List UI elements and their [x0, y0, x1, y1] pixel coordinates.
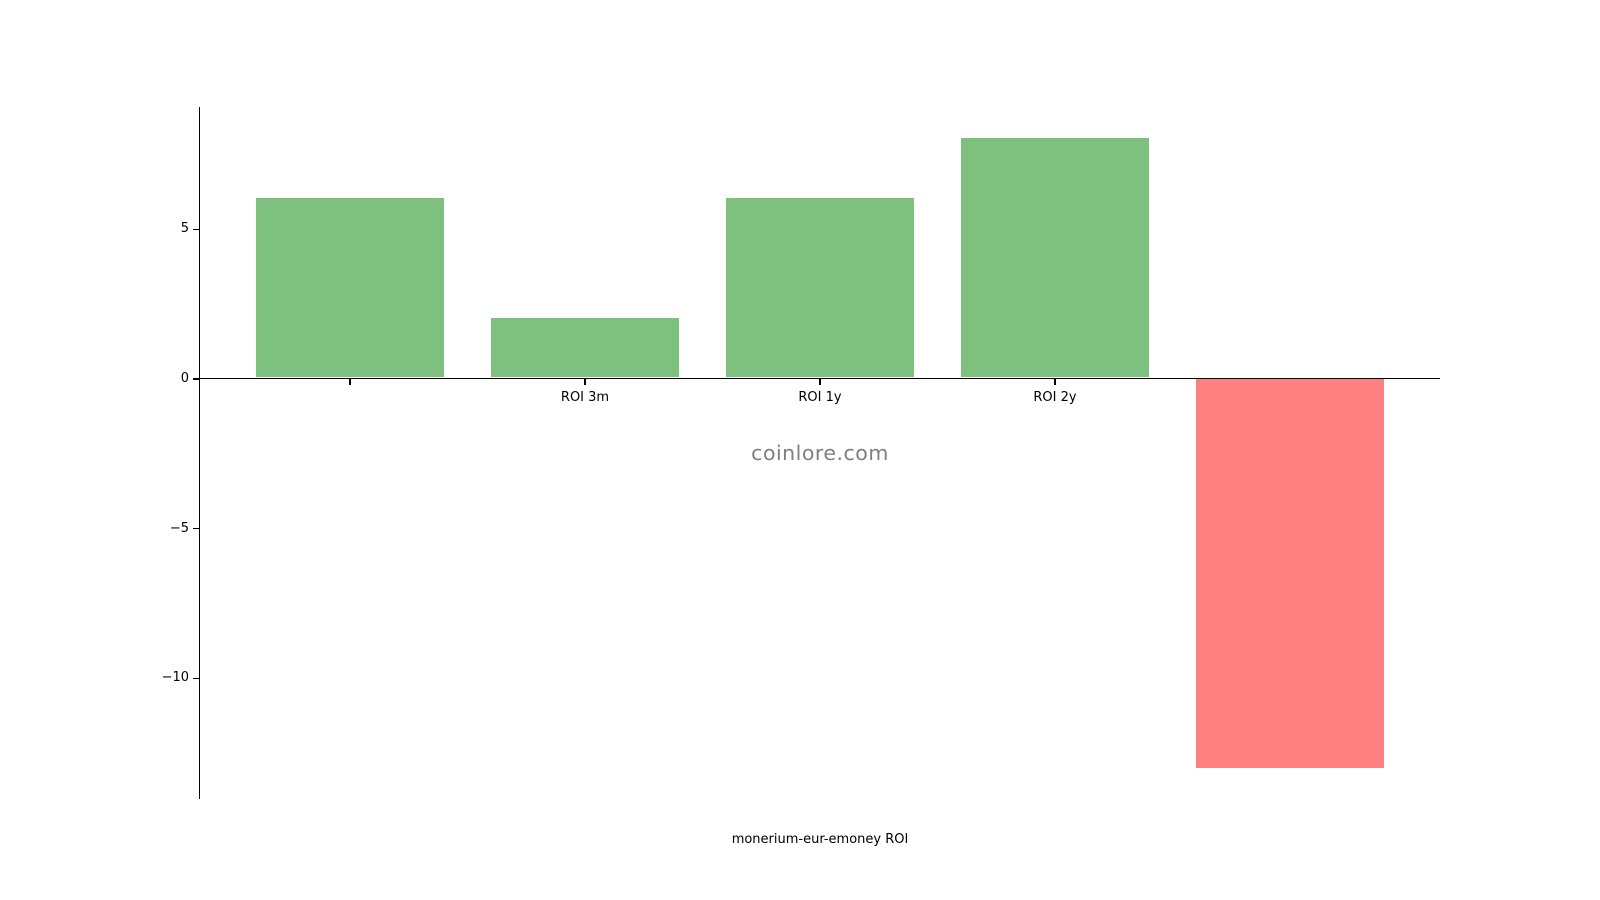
- x-axis-line: [200, 377, 1440, 379]
- x-tick-mark: [1054, 378, 1056, 385]
- bar-index-0: [256, 197, 444, 378]
- bar-roi-3m: [491, 317, 679, 378]
- bar-index-4: [1196, 379, 1384, 769]
- bar-roi-2y: [961, 138, 1149, 378]
- x-tick-mark: [819, 378, 821, 385]
- x-tick-mark: [349, 378, 351, 385]
- x-tick-label: ROI 1y: [798, 390, 842, 405]
- y-tick-mark: [192, 677, 199, 680]
- watermark-text: coinlore.com: [751, 441, 889, 465]
- y-tick-label: −5: [169, 520, 189, 536]
- bar-roi-1y: [726, 197, 914, 378]
- y-tick-mark: [192, 228, 199, 231]
- y-tick-mark: [192, 378, 199, 380]
- y-tick-label: −10: [161, 670, 189, 686]
- y-tick-label: 5: [180, 221, 189, 237]
- x-tick-label: ROI 3m: [560, 390, 610, 405]
- x-tick-mark: [584, 378, 586, 385]
- x-axis-title: monerium-eur-emoney ROI: [731, 832, 909, 847]
- y-axis-line: [198, 107, 200, 799]
- y-tick-label: 0: [180, 371, 189, 386]
- y-tick-mark: [192, 527, 199, 530]
- x-tick-label: ROI 2y: [1033, 390, 1077, 405]
